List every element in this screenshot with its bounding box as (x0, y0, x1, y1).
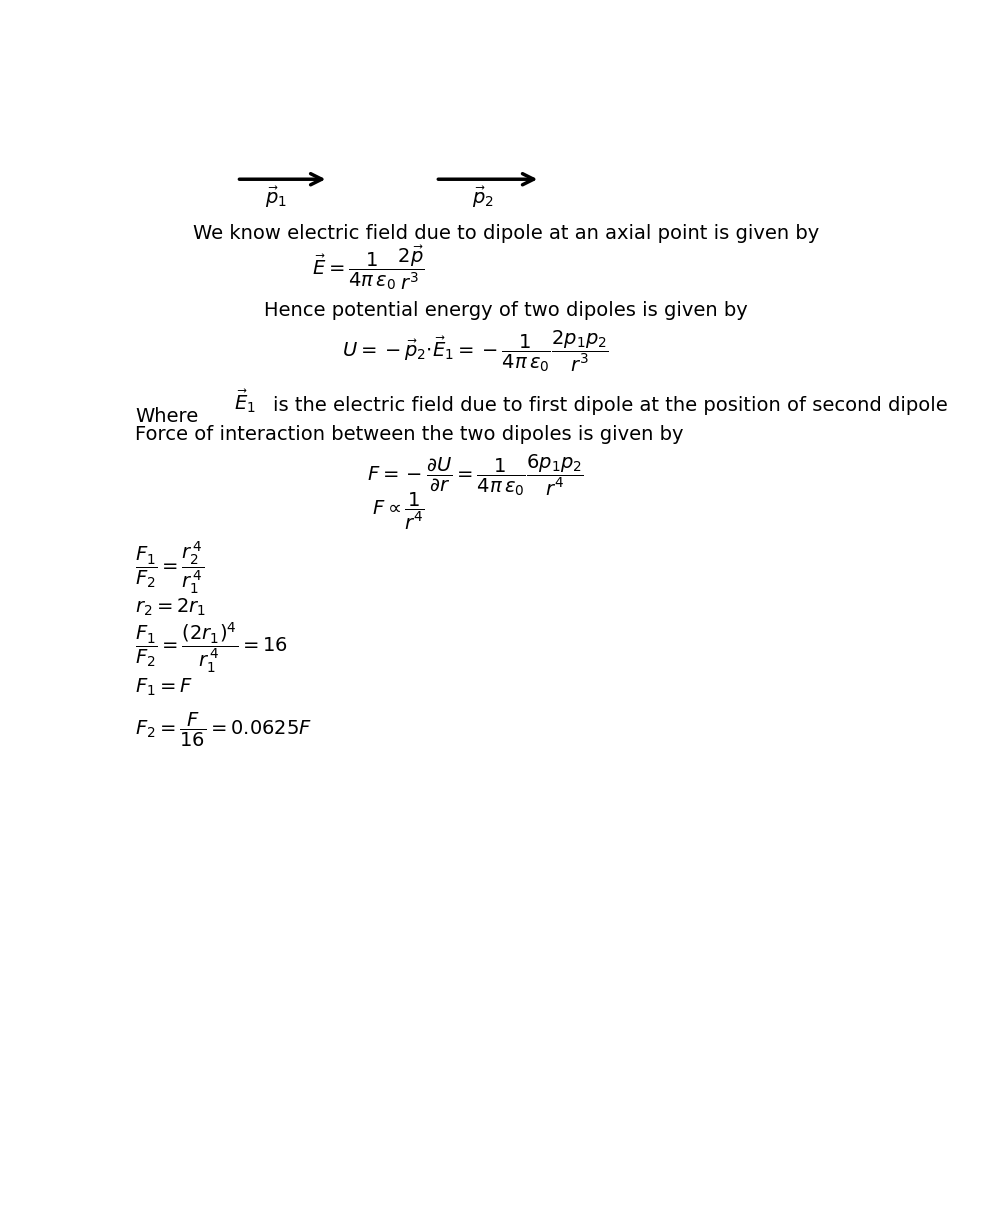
Text: $\vec{p}_2$: $\vec{p}_2$ (471, 185, 493, 210)
Text: $\vec{p}_1$: $\vec{p}_1$ (265, 185, 287, 210)
Text: $\dfrac{F_1}{F_2} = \dfrac{r_2^{\,4}}{r_1^{\,4}}$: $\dfrac{F_1}{F_2} = \dfrac{r_2^{\,4}}{r_… (135, 540, 204, 596)
Text: is the electric field due to first dipole at the position of second dipole: is the electric field due to first dipol… (272, 396, 947, 414)
Text: $U = -\vec{p}_2{\cdot}\vec{E}_1 = -\dfrac{1}{4\pi\,\epsilon_0}\dfrac{2p_1p_2}{r^: $U = -\vec{p}_2{\cdot}\vec{E}_1 = -\dfra… (341, 328, 608, 374)
Text: $\vec{E} = \dfrac{1}{4\pi\,\epsilon_0}\dfrac{2\vec{p}}{r^3}$: $\vec{E} = \dfrac{1}{4\pi\,\epsilon_0}\d… (312, 243, 424, 292)
Text: $r_2 = 2r_1$: $r_2 = 2r_1$ (135, 597, 206, 618)
Text: Hence potential energy of two dipoles is given by: Hence potential energy of two dipoles is… (263, 301, 747, 320)
Text: We know electric field due to dipole at an axial point is given by: We know electric field due to dipole at … (192, 223, 818, 243)
Text: $\dfrac{F_1}{F_2} = \dfrac{(2r_1)^4}{r_1^{\,4}} = 16$: $\dfrac{F_1}{F_2} = \dfrac{(2r_1)^4}{r_1… (135, 620, 288, 675)
Text: $F \propto \dfrac{1}{r^4}$: $F \propto \dfrac{1}{r^4}$ (372, 490, 425, 532)
Text: Force of interaction between the two dipoles is given by: Force of interaction between the two dip… (135, 425, 682, 444)
Text: $F_1 = F$: $F_1 = F$ (135, 677, 192, 699)
Text: $F = -\dfrac{\partial U}{\partial r} = \dfrac{1}{4\pi\,\epsilon_0}\dfrac{6p_1p_2: $F = -\dfrac{\partial U}{\partial r} = \… (367, 451, 583, 497)
Text: $F_2 = \dfrac{F}{16} = 0.0625F$: $F_2 = \dfrac{F}{16} = 0.0625F$ (135, 711, 312, 750)
Text: $\vec{E}_1$: $\vec{E}_1$ (234, 387, 256, 415)
Text: Where: Where (135, 407, 198, 426)
